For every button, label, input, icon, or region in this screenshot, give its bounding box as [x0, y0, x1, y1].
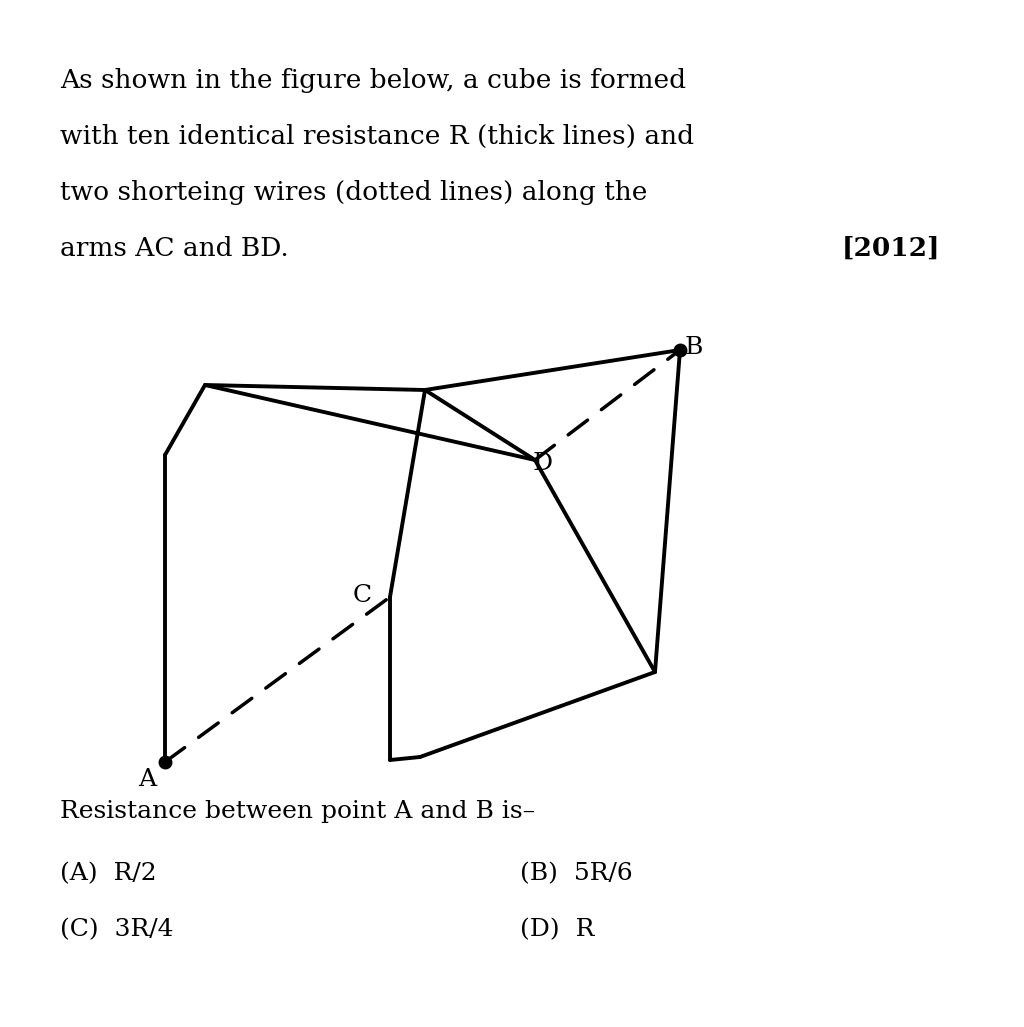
Text: arms AC and BD.: arms AC and BD.: [60, 236, 289, 261]
Text: D: D: [532, 453, 553, 476]
Text: (B)  5R/6: (B) 5R/6: [520, 862, 633, 885]
Text: two shorteing wires (dotted lines) along the: two shorteing wires (dotted lines) along…: [60, 180, 647, 205]
Text: A: A: [138, 768, 156, 792]
Text: As shown in the figure below, a cube is formed: As shown in the figure below, a cube is …: [60, 68, 686, 93]
Text: B: B: [685, 337, 703, 359]
Text: with ten identical resistance R (thick lines) and: with ten identical resistance R (thick l…: [60, 124, 694, 149]
Text: (D)  R: (D) R: [520, 918, 594, 941]
Text: [2012]: [2012]: [842, 236, 940, 261]
Text: (C)  3R/4: (C) 3R/4: [60, 918, 173, 941]
Text: Resistance between point A and B is–: Resistance between point A and B is–: [60, 800, 536, 823]
Text: C: C: [352, 583, 372, 607]
Text: (A)  R/2: (A) R/2: [60, 862, 157, 885]
